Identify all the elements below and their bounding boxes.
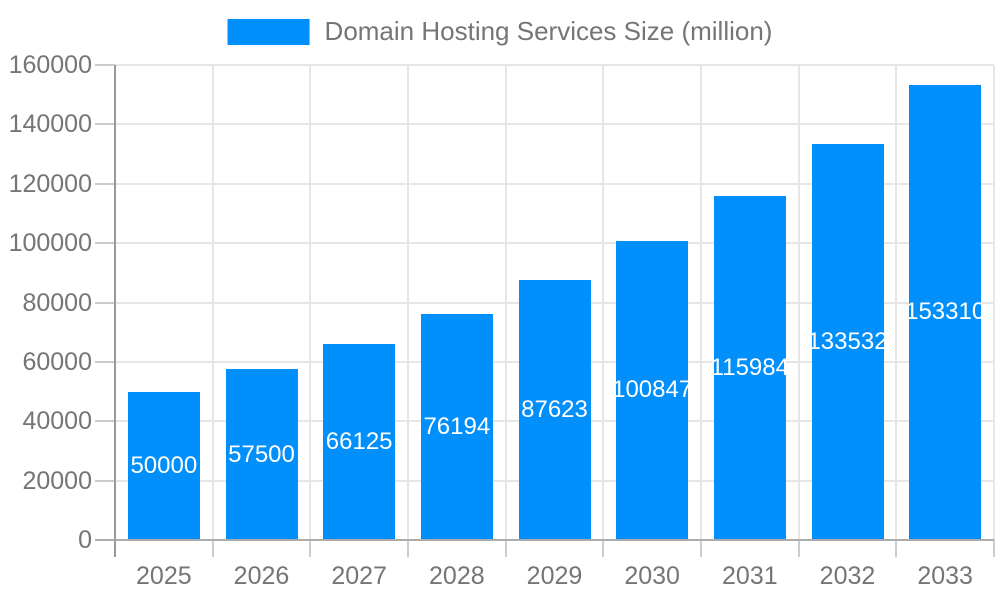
bar-value-label: 57500 <box>228 440 295 468</box>
gridline-vertical <box>602 65 605 540</box>
gridline-vertical <box>993 65 995 540</box>
x-axis-tick-label: 2026 <box>233 562 290 590</box>
y-tick <box>95 420 115 423</box>
y-tick <box>95 182 115 185</box>
bar-2027[interactable] <box>323 343 396 540</box>
x-axis-line <box>95 539 994 541</box>
y-axis-tick-label: 0 <box>78 526 92 554</box>
gridline-vertical <box>309 65 312 540</box>
x-axis-tick-label: 2029 <box>526 562 583 590</box>
x-axis-tick-label: 2028 <box>429 562 485 590</box>
bar-2033[interactable] <box>909 84 982 540</box>
bar-value-label: 133532 <box>807 327 888 355</box>
x-tick <box>407 540 409 557</box>
gridline-vertical <box>700 65 702 540</box>
bar-value-label: 76194 <box>423 412 491 440</box>
x-tick <box>993 540 995 557</box>
y-tick <box>95 479 115 482</box>
bar-value-label: 50000 <box>130 451 198 479</box>
y-axis-tick-label: 80000 <box>22 288 92 317</box>
bar-value-label: 100847 <box>612 376 693 404</box>
gridline-horizontal <box>115 123 994 126</box>
y-tick <box>95 301 115 304</box>
x-tick <box>602 540 605 557</box>
bar-2028[interactable] <box>420 313 493 540</box>
x-tick <box>700 540 702 557</box>
gridline-vertical <box>504 65 507 540</box>
x-tick <box>211 540 214 557</box>
bar-value-label: 115984 <box>710 353 789 381</box>
y-tick <box>95 123 115 126</box>
y-axis-tick-label: 40000 <box>22 407 92 436</box>
y-axis-tick-label: 140000 <box>8 110 92 139</box>
bar-2032[interactable] <box>811 143 884 540</box>
x-tick <box>895 540 898 557</box>
bar-value-label: 153310 <box>905 298 986 326</box>
y-tick <box>95 242 115 245</box>
x-tick <box>797 540 800 557</box>
bar-2031[interactable] <box>713 195 786 540</box>
bar-2025[interactable] <box>127 391 200 540</box>
y-axis-tick-label: 160000 <box>8 51 92 79</box>
x-axis-tick-label: 2025 <box>136 562 192 590</box>
y-tick <box>95 360 115 363</box>
bar-value-label: 66125 <box>325 427 393 455</box>
x-tick <box>504 540 507 557</box>
y-tick <box>95 64 115 66</box>
gridline-horizontal <box>115 64 994 66</box>
bar-2029[interactable] <box>518 279 591 540</box>
legend-swatch-icon <box>227 18 310 45</box>
x-axis-tick-label: 2032 <box>819 562 876 590</box>
chart-legend[interactable]: Domain Hosting Services Size (million) <box>227 16 773 47</box>
gridline-horizontal <box>115 182 994 185</box>
bar-2026[interactable] <box>225 369 298 540</box>
x-axis-tick-label: 2031 <box>722 562 778 590</box>
y-axis-line <box>114 65 116 557</box>
x-axis-tick-label: 2030 <box>624 562 680 590</box>
gridline-horizontal <box>115 242 994 245</box>
legend-label: Domain Hosting Services Size (million) <box>324 16 773 46</box>
bar-2030[interactable] <box>616 240 689 540</box>
bar-value-label: 87623 <box>521 395 588 423</box>
gridline-vertical <box>895 65 898 540</box>
y-axis-tick-label: 60000 <box>22 347 92 376</box>
y-axis-tick-label: 20000 <box>22 466 92 495</box>
x-tick <box>309 540 312 557</box>
gridline-vertical <box>211 65 214 540</box>
gridline-vertical <box>797 65 800 540</box>
gridline-vertical <box>407 65 409 540</box>
x-axis-tick-label: 2027 <box>331 562 387 590</box>
y-axis-tick-label: 120000 <box>8 169 92 198</box>
y-axis-tick-label: 100000 <box>8 229 92 258</box>
x-axis-tick-label: 2033 <box>917 562 973 590</box>
